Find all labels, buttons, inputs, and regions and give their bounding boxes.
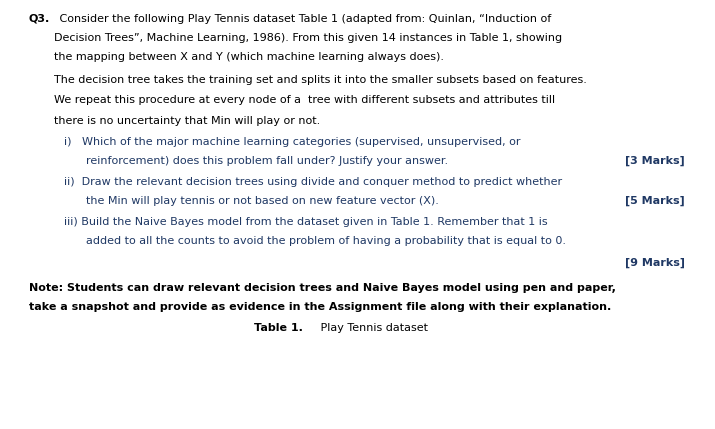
Text: ii)  Draw the relevant decision trees using divide and conquer method to predict: ii) Draw the relevant decision trees usi… [64,177,563,187]
Text: [5 Marks]: [5 Marks] [625,196,685,206]
Text: [9 Marks]: [9 Marks] [625,257,685,268]
Text: added to all the counts to avoid the problem of having a probability that is equ: added to all the counts to avoid the pro… [86,236,566,246]
Text: Note: Students can draw relevant decision trees and Naive Bayes model using pen : Note: Students can draw relevant decisio… [29,283,616,293]
Text: take a snapshot and provide as evidence in the Assignment file along with their : take a snapshot and provide as evidence … [29,302,611,312]
Text: the Min will play tennis or not based on new feature vector (X).: the Min will play tennis or not based on… [86,196,439,206]
Text: Consider the following Play Tennis dataset Table 1 (adapted from: Quinlan, “Indu: Consider the following Play Tennis datas… [56,14,551,24]
Text: We repeat this procedure at every node of a  tree with different subsets and att: We repeat this procedure at every node o… [54,95,555,105]
Text: reinforcement) does this problem fall under? Justify your answer.: reinforcement) does this problem fall un… [86,156,448,166]
Text: Decision Trees”, Machine Learning, 1986). From this given 14 instances in Table : Decision Trees”, Machine Learning, 1986)… [54,33,562,42]
Text: iii) Build the Naive Bayes model from the dataset given in Table 1. Remember tha: iii) Build the Naive Bayes model from th… [64,217,548,227]
Text: i)   Which of the major machine learning categories (supervised, unsupervised, o: i) Which of the major machine learning c… [64,137,521,147]
Text: [3 Marks]: [3 Marks] [625,156,685,166]
Text: there is no uncertainty that Min will play or not.: there is no uncertainty that Min will pl… [54,116,320,126]
Text: The decision tree takes the training set and splits it into the smaller subsets : The decision tree takes the training set… [54,75,586,85]
Text: Table 1.: Table 1. [255,323,303,332]
Text: Q3.: Q3. [29,14,50,24]
Text: the mapping between X and Y (which machine learning always does).: the mapping between X and Y (which machi… [54,52,443,62]
Text: Play Tennis dataset: Play Tennis dataset [317,323,428,332]
